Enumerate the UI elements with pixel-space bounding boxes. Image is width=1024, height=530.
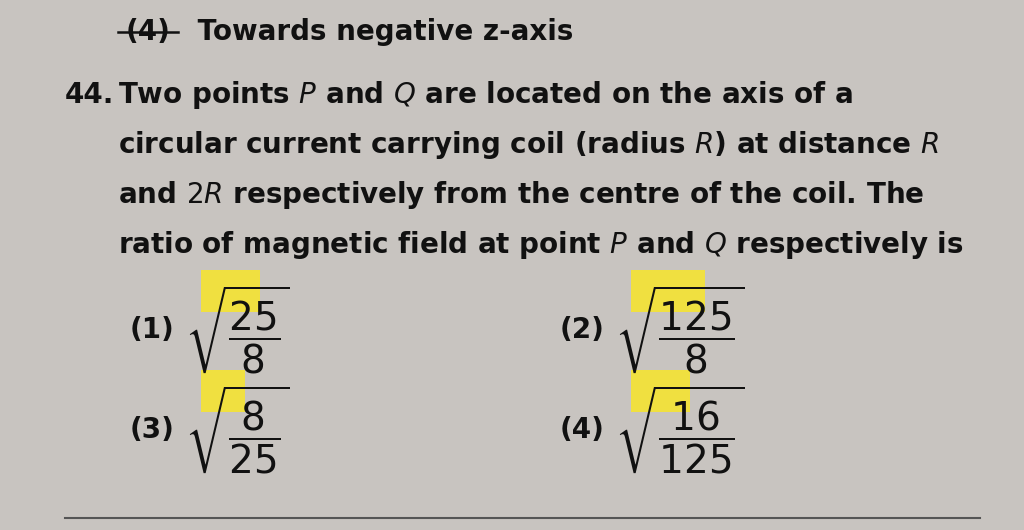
Text: (2): (2) <box>560 316 605 344</box>
FancyBboxPatch shape <box>201 270 260 312</box>
Text: (4): (4) <box>126 18 170 46</box>
Text: 44.: 44. <box>65 81 115 109</box>
Text: and $2R$ respectively from the centre of the coil. The: and $2R$ respectively from the centre of… <box>118 179 925 211</box>
FancyBboxPatch shape <box>631 270 705 312</box>
Text: circular current carrying coil (radius $R$) at distance $R$: circular current carrying coil (radius $… <box>118 129 939 161</box>
Text: $\sqrt{\dfrac{125}{8}}$: $\sqrt{\dfrac{125}{8}}$ <box>615 284 744 376</box>
Text: Two points $P$ and $Q$ are located on the axis of a: Two points $P$ and $Q$ are located on th… <box>118 79 853 111</box>
Text: (1): (1) <box>130 316 175 344</box>
FancyBboxPatch shape <box>201 370 245 412</box>
Text: Towards negative z-axis: Towards negative z-axis <box>188 18 573 46</box>
Text: $\sqrt{\dfrac{25}{8}}$: $\sqrt{\dfrac{25}{8}}$ <box>185 284 290 376</box>
Text: (4): (4) <box>560 416 605 444</box>
Text: (3): (3) <box>130 416 175 444</box>
Text: $\sqrt{\dfrac{8}{25}}$: $\sqrt{\dfrac{8}{25}}$ <box>185 384 290 476</box>
Text: ratio of magnetic field at point $P$ and $Q$ respectively is: ratio of magnetic field at point $P$ and… <box>118 229 964 261</box>
FancyBboxPatch shape <box>631 370 690 412</box>
Text: $\sqrt{\dfrac{16}{125}}$: $\sqrt{\dfrac{16}{125}}$ <box>615 384 744 476</box>
